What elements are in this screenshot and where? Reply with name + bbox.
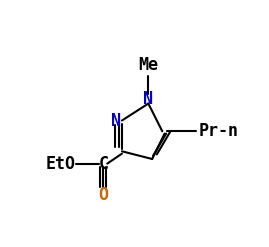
Text: N: N (143, 90, 153, 108)
Text: O: O (98, 186, 108, 204)
Text: N: N (111, 111, 121, 129)
Text: Pr-n: Pr-n (199, 122, 239, 140)
Text: EtO: EtO (46, 155, 76, 173)
Text: C: C (98, 155, 108, 173)
Text: Me: Me (138, 56, 158, 74)
